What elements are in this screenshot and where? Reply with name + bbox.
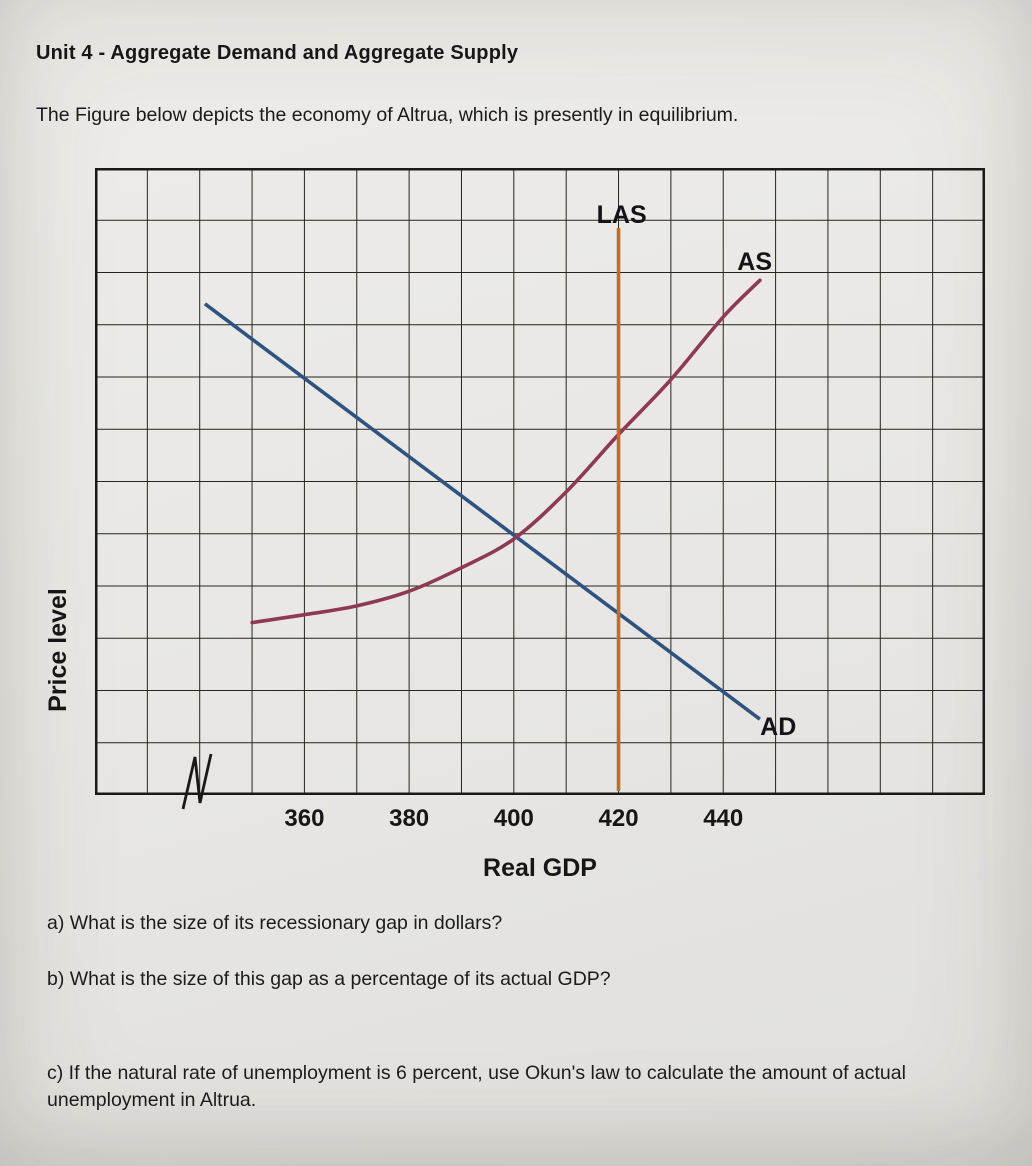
axis-break-icon (181, 753, 213, 810)
las-label: LAS (597, 201, 647, 229)
chart-canvas: AD AS LAS 360 380 400 420 440 Real GDP (95, 168, 985, 882)
ad-label: AD (760, 713, 796, 741)
plot-border (95, 168, 985, 795)
x-tick-label: 420 (599, 805, 639, 832)
x-axis-title: Real GDP (483, 854, 597, 882)
x-tick-label: 380 (389, 805, 429, 832)
y-axis-title: Price level (44, 588, 72, 712)
question-a: a) What is the size of its recessionary … (47, 912, 503, 934)
figure-caption: The Figure below depicts the economy of … (36, 104, 739, 126)
aggregate-demand-supply-figure: Price level AD AS LAS 360 380 400 420 440 Real G… (44, 168, 985, 888)
question-b: b) What is the size of this gap as a per… (47, 968, 611, 990)
x-tick-label: 400 (494, 805, 534, 832)
grid (95, 168, 985, 795)
question-c: c) If the natural rate of unemployment i… (47, 1062, 906, 1111)
x-tick-label: 360 (284, 805, 324, 832)
ad-curve (203, 302, 761, 721)
as-curve (250, 278, 762, 625)
as-label: AS (737, 248, 772, 276)
unit-title: Unit 4 - Aggregate Demand and Aggregate … (36, 42, 519, 64)
x-tick-label: 440 (703, 805, 743, 832)
